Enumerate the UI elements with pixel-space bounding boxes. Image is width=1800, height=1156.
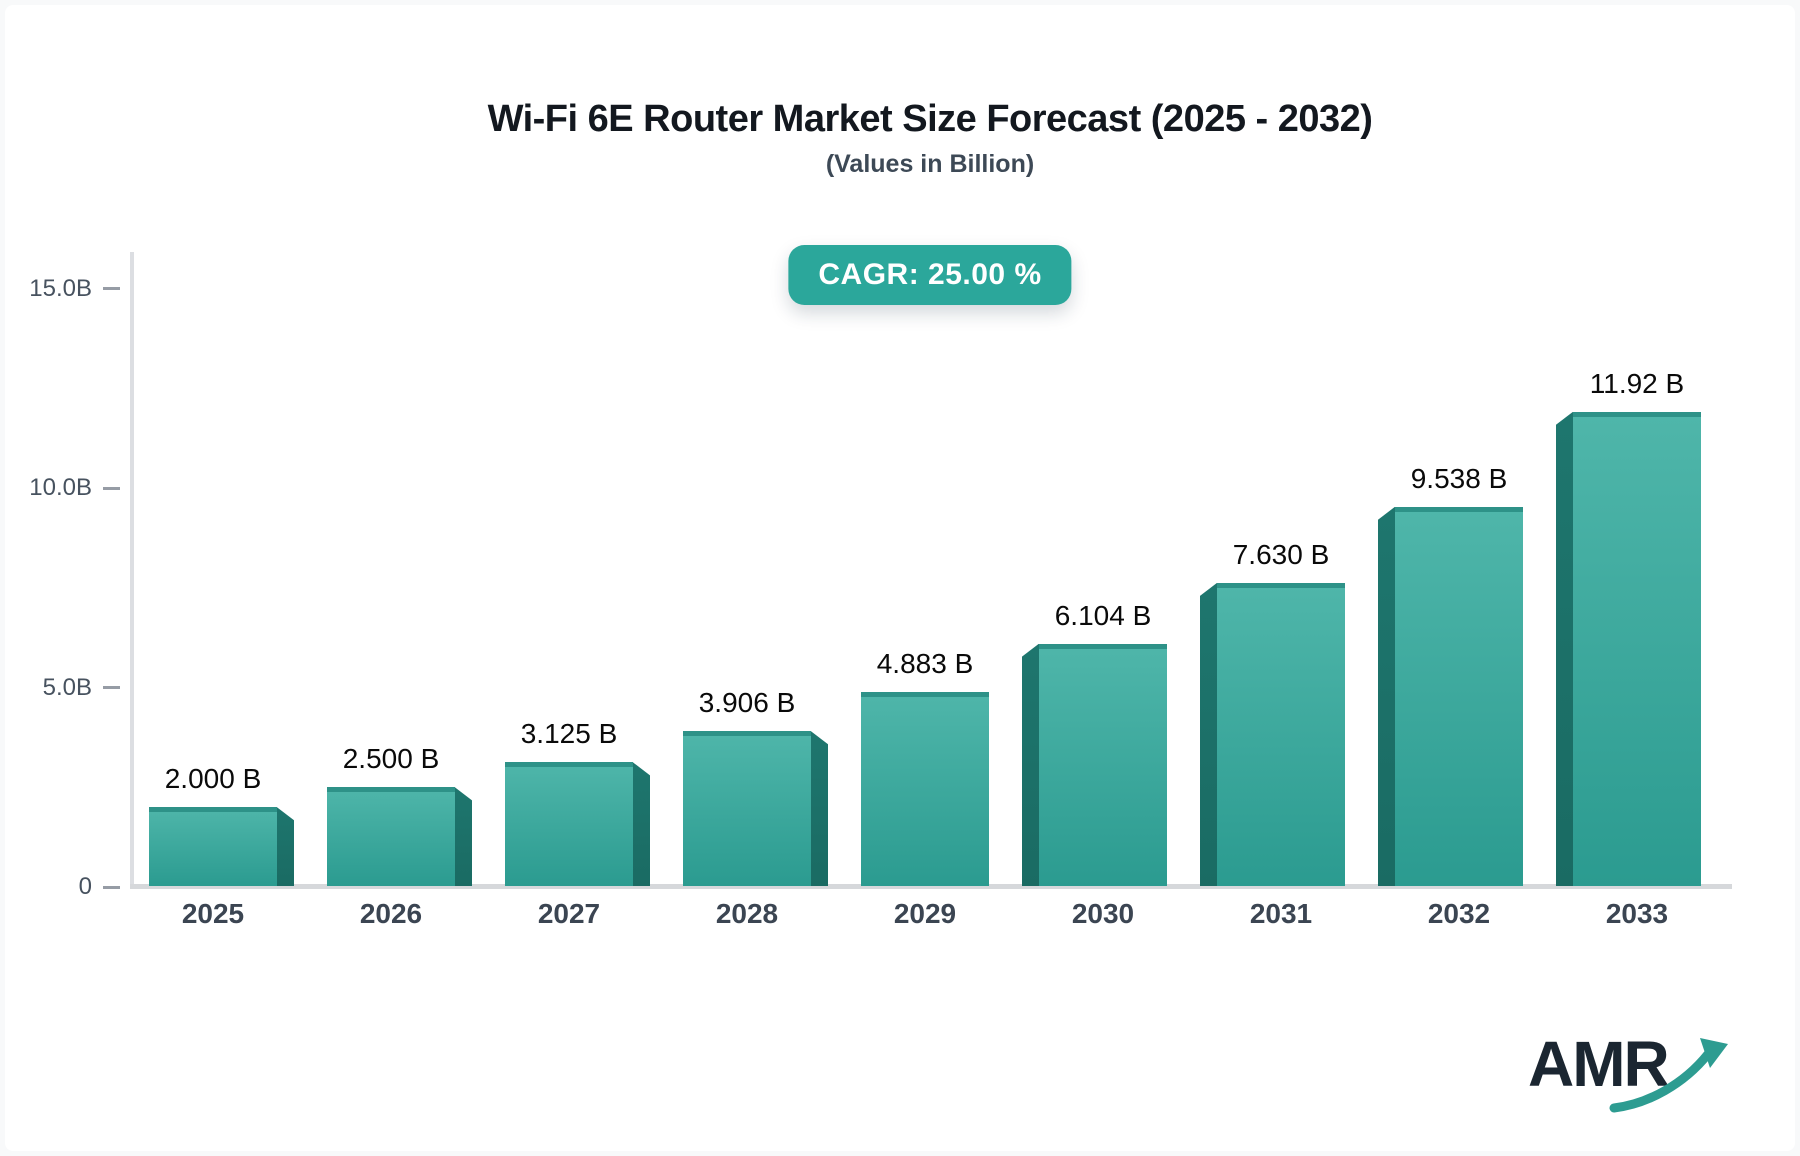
bar-top-edge xyxy=(505,762,633,768)
bar-2033[interactable] xyxy=(1573,411,1701,886)
bar-value-label-2030: 6.104 B xyxy=(1054,599,1152,631)
amr-logo: AMR xyxy=(1520,1028,1730,1118)
bar-2028[interactable] xyxy=(683,731,811,886)
logo-text: AMR xyxy=(1528,1028,1670,1100)
bar-side-2030 xyxy=(1022,643,1039,886)
bar-value-label-2027: 3.125 B xyxy=(520,718,618,750)
bar-top-edge xyxy=(1039,643,1167,649)
bar-2027[interactable] xyxy=(505,762,633,886)
bar-top-edge xyxy=(1217,582,1345,588)
bar-top-edge xyxy=(683,731,811,737)
bar-2031[interactable] xyxy=(1217,582,1345,886)
bar-2026[interactable] xyxy=(327,787,455,886)
bar-2029[interactable] xyxy=(861,692,989,886)
bar-side-2025 xyxy=(277,807,294,886)
x-axis-label-2028: 2028 xyxy=(715,898,779,929)
bar-2030[interactable] xyxy=(1039,643,1167,886)
bar-side-2031 xyxy=(1200,582,1217,886)
chart-title: Wi-Fi 6E Router Market Size Forecast (20… xyxy=(487,98,1373,140)
x-axis-label-2026: 2026 xyxy=(359,898,423,929)
bar-side-2026 xyxy=(455,787,472,886)
bar-side-2032 xyxy=(1378,506,1395,886)
bar-value-label-2032: 9.538 B xyxy=(1410,462,1508,494)
x-axis-label-2025: 2025 xyxy=(181,898,245,929)
chart-subtitle: (Values in Billion) xyxy=(825,150,1035,178)
bar-top-edge xyxy=(1395,506,1523,512)
bar-value-label-2026: 2.500 B xyxy=(342,743,440,775)
x-axis-line xyxy=(130,884,1732,889)
bar-top-edge xyxy=(327,787,455,793)
y-tick-dash xyxy=(103,686,120,690)
bar-value-label-2033: 11.92 B xyxy=(1589,367,1685,399)
bar-side-2033 xyxy=(1556,411,1573,886)
x-axis-label-2032: 2032 xyxy=(1427,898,1491,929)
bar-side-2027 xyxy=(633,762,650,886)
y-tick-label: 5.0B xyxy=(42,673,92,701)
x-axis-label-2033: 2033 xyxy=(1605,898,1669,929)
bar-value-label-2025: 2.000 B xyxy=(164,763,262,795)
bar-value-label-2031: 7.630 B xyxy=(1232,538,1330,570)
cagr-badge: CAGR: 25.00 % xyxy=(788,245,1072,305)
y-tick-label: 15.0B xyxy=(29,274,92,302)
x-axis-label-2031: 2031 xyxy=(1249,898,1313,929)
bar-top-edge xyxy=(149,807,277,813)
bar-2025[interactable] xyxy=(149,807,277,886)
logo-arrow-icon xyxy=(1609,1038,1728,1113)
y-tick-dash xyxy=(103,486,120,490)
y-axis-line xyxy=(130,252,134,887)
y-tick-label: 10.0B xyxy=(29,474,92,502)
y-tick-dash xyxy=(103,287,120,291)
x-axis-label-2029: 2029 xyxy=(893,898,957,929)
x-axis-label-2030: 2030 xyxy=(1071,898,1135,929)
y-tick-label: 0 xyxy=(78,873,92,900)
bar-value-label-2028: 3.906 B xyxy=(698,687,796,719)
bar-side-2028 xyxy=(811,731,828,886)
bar-value-label-2029: 4.883 B xyxy=(876,648,974,680)
x-axis-label-2027: 2027 xyxy=(537,898,601,929)
bar-top-edge xyxy=(1573,411,1701,417)
y-tick-dash xyxy=(103,885,120,889)
bar-2032[interactable] xyxy=(1395,506,1523,886)
bar-top-edge xyxy=(861,692,989,698)
